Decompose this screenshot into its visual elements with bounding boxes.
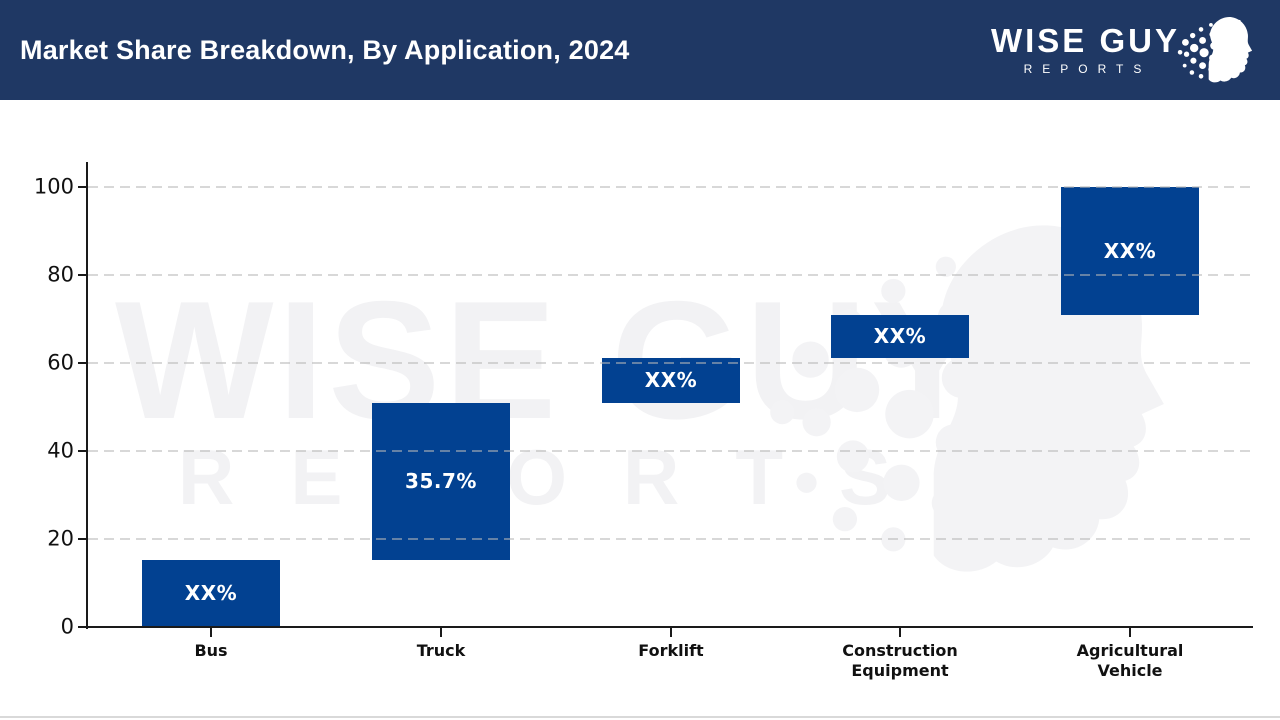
x-category-label-bus: Bus [194,641,228,660]
wiseguy-head-icon [1174,14,1254,86]
x-category-label-construction-equipment: Construction Equipment [842,641,958,680]
x-tick-mark-truck [440,628,442,637]
y-tick-mark-80 [78,274,88,276]
gridline-20 [88,538,1253,540]
y-tick-label-40: 40 [47,438,74,463]
logo-subtext: REPORTS [1023,62,1152,76]
x-category-label-forklift: Forklift [638,641,704,660]
logo-wordmark: WISE GUY [990,22,1180,59]
gridline-100 [88,186,1253,188]
bottom-divider [0,716,1280,718]
bar-construction-equipment: XX% [831,314,969,358]
gridline-80 [88,274,1253,276]
y-tick-mark-60 [78,362,88,364]
y-tick-mark-40 [78,450,88,452]
x-tick-mark-agricultural-vehicle [1129,628,1131,637]
brand-logo: WISE GUY REPORTS [991,14,1254,86]
bar-value-label-construction-equipment: XX% [873,324,927,349]
bar-truck: 35.7% [372,402,510,560]
y-tick-mark-100 [78,186,88,188]
gridline-40 [88,450,1253,452]
y-tick-label-0: 0 [60,614,74,639]
brand-logo-text: WISE GUY REPORTS [991,24,1180,76]
watermark-wordmark: WISE GUY [115,266,988,454]
y-tick-label-80: 80 [47,262,74,287]
y-tick-label-60: 60 [47,350,74,375]
x-tick-mark-construction-equipment [899,628,901,637]
x-category-label-truck: Truck [416,641,466,660]
y-axis-line [86,162,88,629]
bar-value-label-agricultural-vehicle: XX% [1103,238,1157,263]
x-tick-mark-bus [210,628,212,637]
bar-value-label-forklift: XX% [644,368,698,393]
y-tick-label-100: 100 [33,174,74,199]
y-tick-label-20: 20 [47,526,74,551]
y-tick-mark-20 [78,538,88,540]
bar-value-label-truck: 35.7% [405,469,477,494]
y-tick-mark-0 [78,626,88,628]
bar-forklift: XX% [602,357,740,403]
bar-agricultural-vehicle: XX% [1061,187,1199,315]
x-category-label-agricultural-vehicle: Agricultural Vehicle [1076,641,1184,680]
gridline-60 [88,362,1253,364]
bar-value-label-bus: XX% [184,581,238,606]
bar-bus: XX% [142,559,280,627]
page-title: Market Share Breakdown, By Application, … [20,34,630,65]
x-tick-mark-forklift [670,628,672,637]
header-bar: Market Share Breakdown, By Application, … [0,0,1280,100]
x-axis-line [86,626,1253,628]
